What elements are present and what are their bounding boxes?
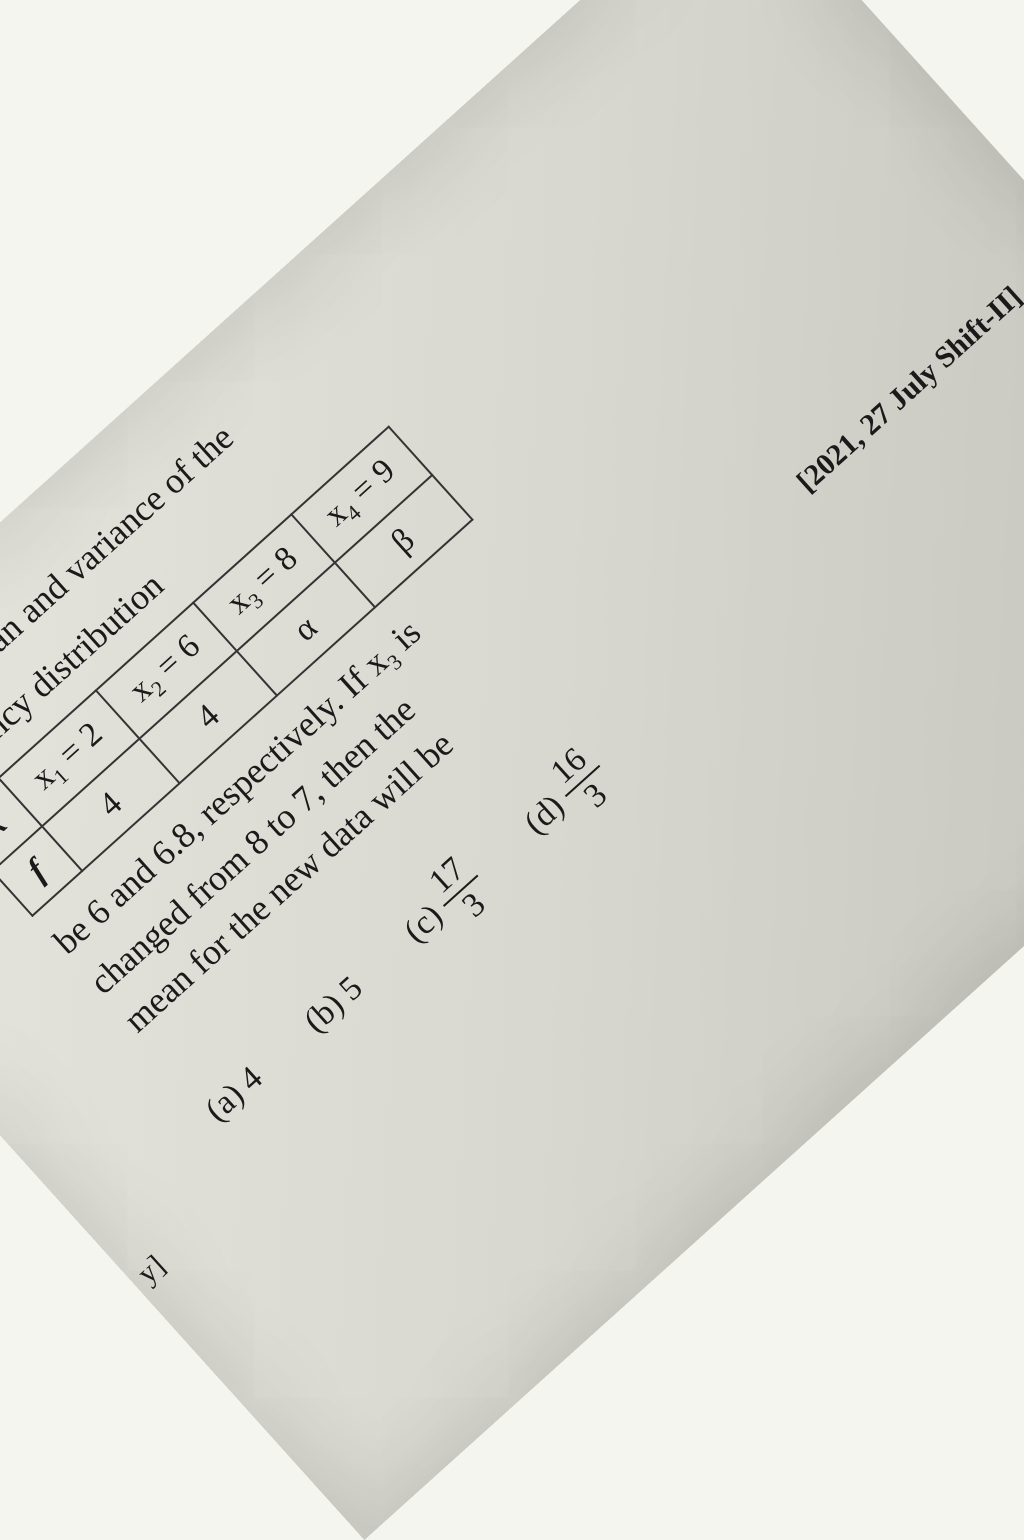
option-a: (a) 4 <box>186 1046 282 1143</box>
margin-mark-3: y] <box>131 1249 172 1291</box>
option-b: (b) 5 <box>285 956 383 1054</box>
scanned-page: i) )] y] 09 Let the mean and variance of… <box>0 0 1024 1540</box>
